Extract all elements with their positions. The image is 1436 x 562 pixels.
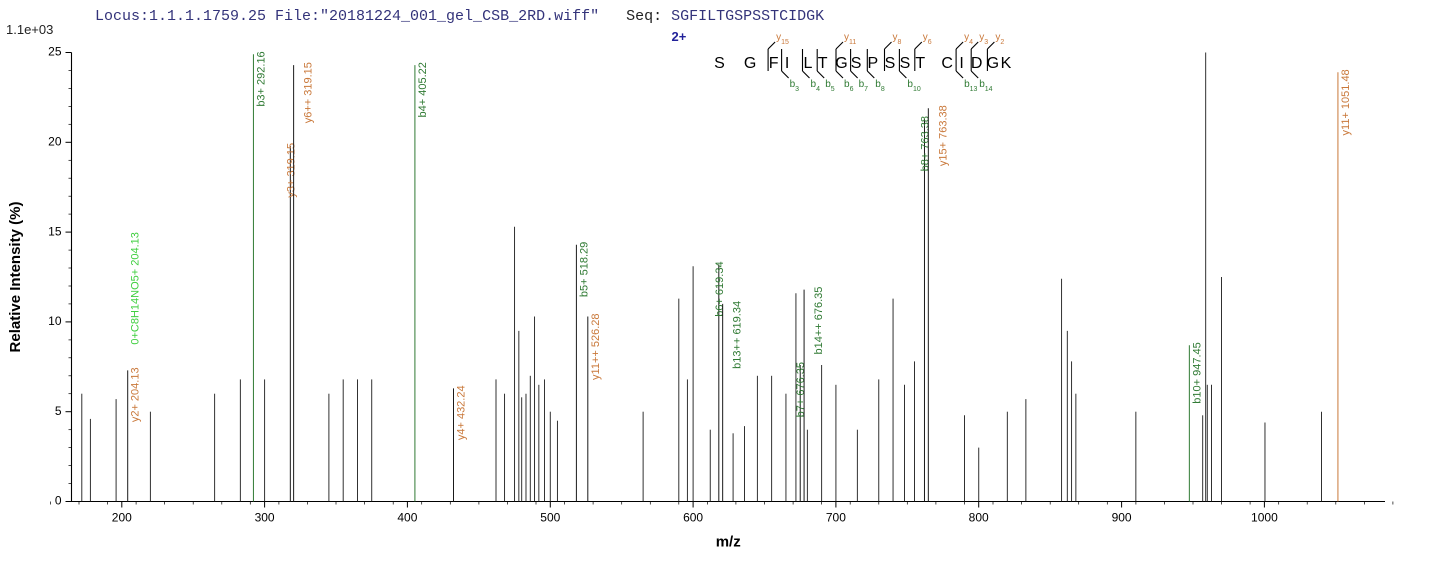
svg-text:G: G bbox=[744, 55, 756, 72]
svg-text:500: 500 bbox=[540, 511, 560, 525]
svg-text:y3+ 319.15: y3+ 319.15 bbox=[285, 143, 297, 198]
svg-text:y2+ 204.13: y2+ 204.13 bbox=[130, 367, 142, 422]
svg-text:300: 300 bbox=[255, 511, 275, 525]
svg-text:y2: y2 bbox=[995, 32, 1004, 46]
svg-text:b6: b6 bbox=[844, 79, 854, 93]
svg-text:y4+ 432.24: y4+ 432.24 bbox=[456, 385, 468, 440]
svg-text:b6+ 619.34: b6+ 619.34 bbox=[714, 261, 726, 316]
svg-text:I: I bbox=[785, 55, 789, 72]
svg-text:b8: b8 bbox=[875, 79, 885, 93]
svg-text:I: I bbox=[959, 55, 963, 72]
svg-text:b10: b10 bbox=[907, 79, 920, 93]
svg-text:C: C bbox=[941, 55, 953, 72]
svg-text:m/z: m/z bbox=[716, 534, 741, 551]
svg-text:b5+ 518.29: b5+ 518.29 bbox=[578, 242, 590, 297]
svg-text:25: 25 bbox=[48, 45, 62, 59]
svg-text:S: S bbox=[851, 55, 862, 72]
svg-text:K: K bbox=[1001, 55, 1012, 72]
svg-text:y3: y3 bbox=[979, 32, 988, 46]
svg-text:b4+ 405.22: b4+ 405.22 bbox=[417, 62, 429, 117]
svg-text:S: S bbox=[714, 55, 725, 72]
svg-text:b8+ 763.38: b8+ 763.38 bbox=[920, 116, 932, 171]
svg-text:b14: b14 bbox=[979, 79, 992, 93]
svg-text:600: 600 bbox=[683, 511, 703, 525]
svg-text:G: G bbox=[835, 55, 847, 72]
svg-text:b4: b4 bbox=[811, 79, 821, 93]
svg-text:S: S bbox=[900, 55, 911, 72]
svg-text:y8: y8 bbox=[893, 32, 902, 46]
svg-text:10: 10 bbox=[48, 314, 62, 328]
svg-text:Relative Intensity (%): Relative Intensity (%) bbox=[7, 202, 24, 353]
svg-text:5: 5 bbox=[55, 404, 62, 418]
svg-text:20: 20 bbox=[48, 134, 62, 148]
svg-text:0+C8H14NO5+ 204.13: 0+C8H14NO5+ 204.13 bbox=[130, 232, 142, 345]
svg-text:F: F bbox=[769, 55, 779, 72]
svg-text:b3+ 292.16: b3+ 292.16 bbox=[255, 51, 267, 106]
svg-text:T: T bbox=[818, 55, 828, 72]
svg-text:0: 0 bbox=[55, 494, 62, 508]
svg-text:b14++ 676.35: b14++ 676.35 bbox=[813, 287, 825, 355]
svg-text:2+: 2+ bbox=[672, 29, 687, 44]
svg-text:y11: y11 bbox=[844, 32, 856, 46]
svg-text:400: 400 bbox=[397, 511, 417, 525]
svg-text:700: 700 bbox=[826, 511, 846, 525]
svg-text:b10+ 947.45: b10+ 947.45 bbox=[1191, 342, 1203, 403]
svg-text:b5: b5 bbox=[825, 79, 835, 93]
svg-text:T: T bbox=[915, 55, 925, 72]
svg-text:y6: y6 bbox=[923, 32, 932, 46]
svg-text:y15: y15 bbox=[776, 32, 789, 46]
svg-text:y11+ 1051.48: y11+ 1051.48 bbox=[1340, 69, 1352, 135]
svg-text:15: 15 bbox=[48, 224, 62, 238]
svg-text:L: L bbox=[804, 55, 813, 72]
svg-text:y15+ 763.38: y15+ 763.38 bbox=[937, 105, 949, 166]
svg-text:b7+ 676.35: b7+ 676.35 bbox=[795, 362, 807, 417]
svg-text:y6++ 319.15: y6++ 319.15 bbox=[303, 62, 315, 123]
svg-text:b13: b13 bbox=[964, 79, 977, 93]
svg-text:b3: b3 bbox=[790, 79, 800, 93]
svg-text:P: P bbox=[867, 55, 878, 72]
svg-text:b7: b7 bbox=[859, 79, 869, 93]
svg-text:y4: y4 bbox=[964, 32, 973, 46]
svg-text:800: 800 bbox=[969, 511, 989, 525]
svg-text:D: D bbox=[971, 55, 983, 72]
svg-text:900: 900 bbox=[1112, 511, 1132, 525]
svg-text:1000: 1000 bbox=[1251, 511, 1278, 525]
svg-text:G: G bbox=[987, 55, 999, 72]
svg-text:S: S bbox=[885, 55, 896, 72]
svg-text:200: 200 bbox=[112, 511, 132, 525]
svg-text:b13++ 619.34: b13++ 619.34 bbox=[732, 301, 744, 369]
svg-text:y11++ 526.28: y11++ 526.28 bbox=[590, 314, 602, 380]
